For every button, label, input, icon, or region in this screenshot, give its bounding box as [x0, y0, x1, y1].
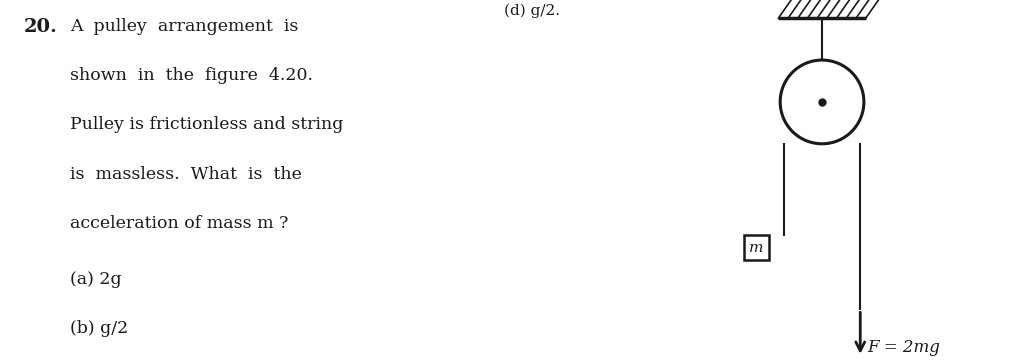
Text: 20.: 20.	[24, 18, 57, 36]
Text: (b) g/2: (b) g/2	[70, 320, 128, 337]
Text: (d) g/2.: (d) g/2.	[505, 4, 560, 18]
Bar	[743, 235, 769, 260]
Text: (a) 2g: (a) 2g	[70, 271, 122, 288]
Text: F = 2mg: F = 2mg	[867, 339, 940, 356]
Text: A  pulley  arrangement  is: A pulley arrangement is	[70, 18, 298, 35]
Text: Pulley is frictionless and string: Pulley is frictionless and string	[70, 116, 343, 134]
Text: acceleration of mass m ?: acceleration of mass m ?	[70, 215, 289, 232]
Text: m: m	[750, 241, 764, 254]
Text: shown  in  the  figure  4.20.: shown in the figure 4.20.	[70, 67, 313, 84]
Text: is  massless.  What  is  the: is massless. What is the	[70, 166, 302, 183]
